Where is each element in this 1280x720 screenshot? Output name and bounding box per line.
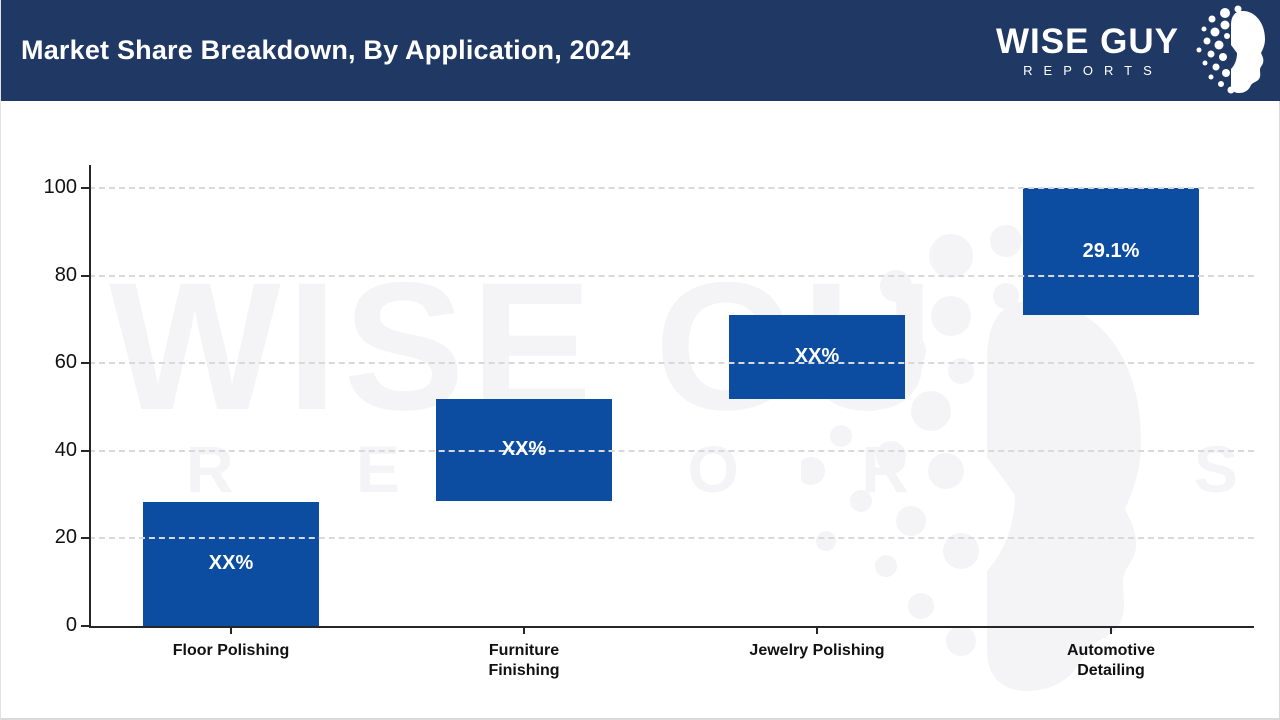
wise-guy-reports-logo: WISE GUY REPORTS [996, 0, 1267, 101]
x-tick [230, 628, 232, 634]
y-tick-label-80: 80 [54, 263, 77, 286]
bar-value-label: XX% [794, 345, 840, 368]
x-category-label: Floor Polishing [172, 642, 290, 659]
x-axis-line [89, 626, 1254, 628]
x-category-label: Furniture Finishing [488, 642, 560, 679]
gridline-100 [89, 187, 1254, 189]
chart-title: Market Share Breakdown, By Application, … [21, 35, 631, 65]
bar-value-label: XX% [208, 552, 254, 575]
gridline-80 [89, 274, 1254, 277]
header-bar: Market Share Breakdown, By Application, … [1, 0, 1280, 101]
y-tick-60 [81, 362, 89, 365]
y-tick-label-0: 0 [65, 614, 77, 636]
logo-face-icon [1196, 5, 1265, 93]
y-tick-40 [81, 449, 89, 452]
y-tick-20 [81, 537, 89, 540]
bar-segment [1023, 188, 1199, 316]
y-tick-0 [81, 625, 89, 627]
bar-value-label: 29.1% [1082, 240, 1140, 263]
y-tick-label-60: 60 [54, 351, 77, 374]
logo-text: WISE GUY REPORTS [996, 24, 1179, 77]
y-tick-label-40: 40 [54, 438, 77, 461]
y-tick-label-20: 20 [54, 526, 77, 549]
x-category-label: Automotive Detailing [1067, 642, 1155, 679]
logo-subtitle: REPORTS [1023, 63, 1163, 78]
bar-segment [143, 501, 319, 626]
bar-value-label: XX% [501, 438, 547, 461]
gridline-40 [89, 449, 1254, 452]
x-tick [1110, 628, 1112, 634]
bottom-divider [1, 718, 1279, 720]
y-tick-label-100: 100 [43, 176, 77, 198]
y-tick-100 [81, 187, 89, 189]
y-tick-80 [81, 274, 89, 277]
gridline-20 [89, 537, 1254, 540]
bar-segment [436, 398, 612, 501]
logo-wordmark: WISE GUY [995, 22, 1179, 61]
gridline-60 [89, 362, 1254, 365]
y-axis-line [89, 165, 91, 628]
x-tick [816, 628, 818, 634]
x-category-label: Jewelry Polishing [749, 642, 885, 659]
x-tick [523, 628, 525, 634]
